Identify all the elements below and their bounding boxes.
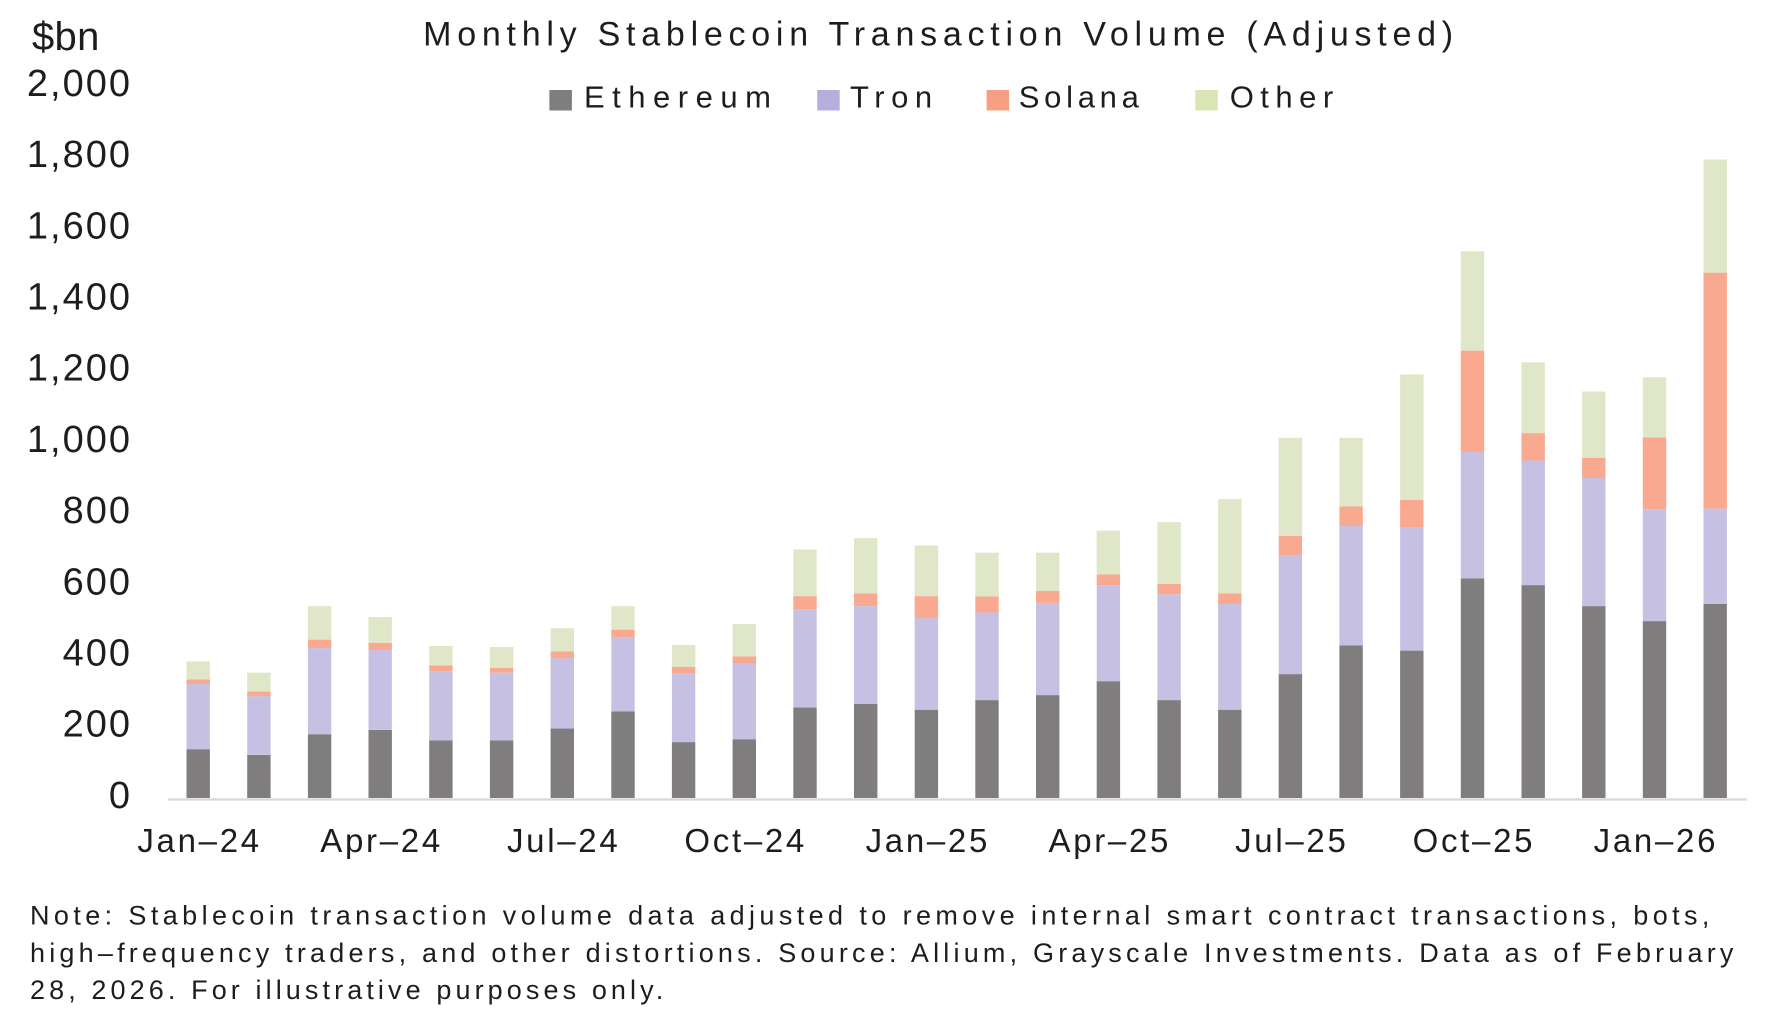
svg-text:1,000: 1,000 <box>27 419 132 461</box>
svg-text:Tron: Tron <box>850 80 939 115</box>
svg-text:Apr–25: Apr–25 <box>1048 822 1171 859</box>
svg-text:Jul–25: Jul–25 <box>1235 822 1348 859</box>
svg-text:Jan–25: Jan–25 <box>866 822 990 859</box>
svg-text:0: 0 <box>109 775 132 817</box>
svg-text:2,000: 2,000 <box>27 63 132 105</box>
svg-text:Solana: Solana <box>1019 80 1144 115</box>
svg-text:600: 600 <box>63 561 132 603</box>
svg-text:400: 400 <box>63 632 132 674</box>
svg-text:Monthly Stablecoin Transaction: Monthly Stablecoin Transaction Volume (A… <box>423 16 1459 54</box>
svg-text:1,800: 1,800 <box>27 134 132 176</box>
svg-text:Jan–26: Jan–26 <box>1594 822 1718 859</box>
svg-text:Oct–25: Oct–25 <box>1413 822 1536 859</box>
svg-text:Apr–24: Apr–24 <box>320 822 443 859</box>
svg-text:high–frequency traders, and ot: high–frequency traders, and other distor… <box>30 938 1738 968</box>
svg-text:Oct–24: Oct–24 <box>684 822 807 859</box>
svg-text:28, 2026. For illustrative pur: 28, 2026. For illustrative purposes only… <box>30 975 667 1005</box>
svg-text:Other: Other <box>1230 80 1340 115</box>
svg-text:$bn: $bn <box>32 15 100 59</box>
svg-text:Note: Stablecoin transaction v: Note: Stablecoin transaction volume data… <box>30 900 1714 930</box>
svg-text:1,200: 1,200 <box>27 348 132 390</box>
svg-text:Jan–24: Jan–24 <box>137 822 261 859</box>
svg-text:Jul–24: Jul–24 <box>507 822 620 859</box>
svg-text:Ethereum: Ethereum <box>584 80 778 115</box>
svg-text:800: 800 <box>63 490 132 532</box>
svg-text:1,600: 1,600 <box>27 205 132 247</box>
svg-text:200: 200 <box>63 704 132 746</box>
svg-text:1,400: 1,400 <box>27 277 132 319</box>
